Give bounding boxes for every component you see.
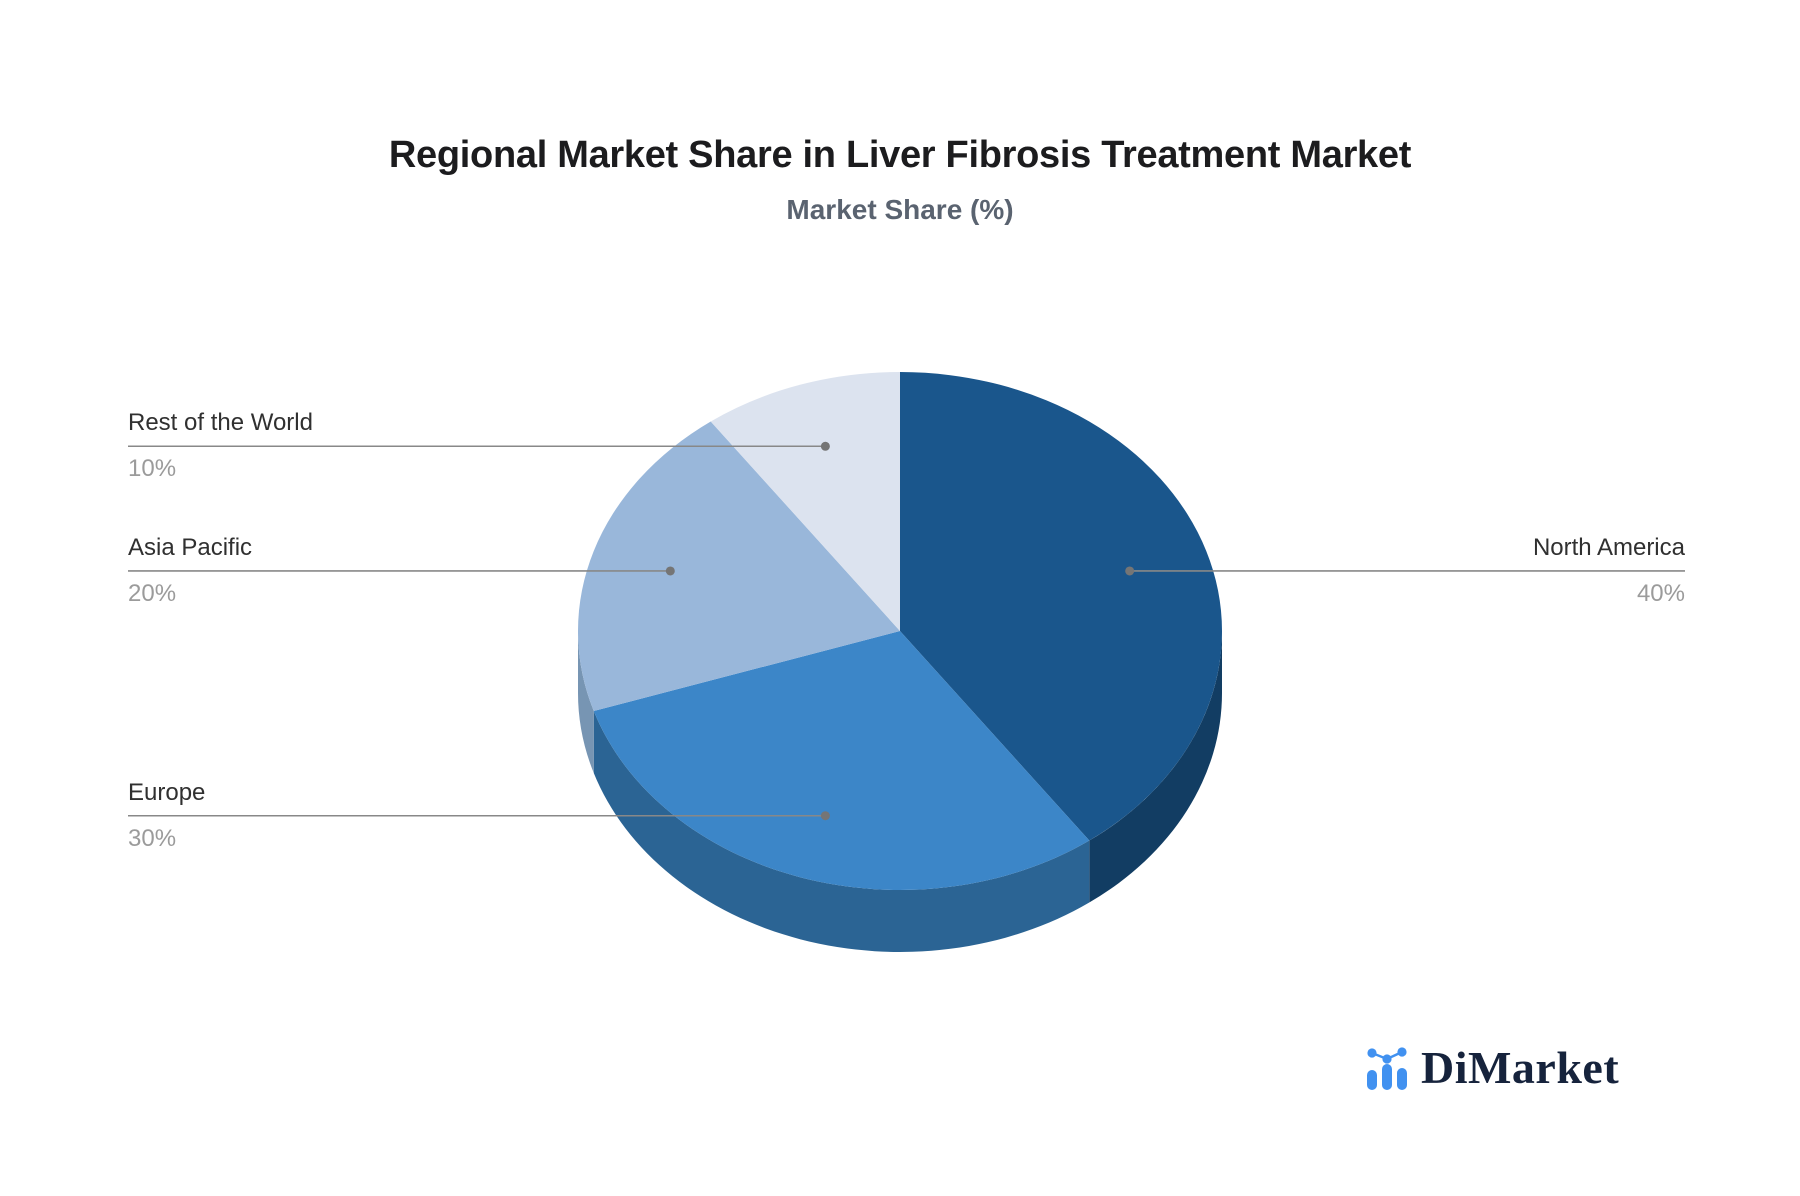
connector-dot — [820, 811, 830, 821]
pie-slice-side-north-america — [1089, 631, 1222, 903]
pie-slice-side-europe — [593, 711, 1090, 952]
slice-value-text: 10% — [128, 455, 177, 483]
connector-dot — [820, 441, 830, 451]
slice-label-text: Europe — [128, 778, 206, 806]
pie-slice-asia-pacific[interactable] — [578, 421, 900, 712]
pie-3d-walls — [578, 631, 1222, 952]
pie-connectors — [128, 441, 1685, 821]
slice-label-text: Asia Pacific — [128, 533, 253, 561]
logo-bar — [1367, 1070, 1377, 1090]
slice-value-text: 40% — [1636, 579, 1685, 607]
pie-slice-europe[interactable] — [593, 631, 1090, 890]
slice-value-text: 20% — [128, 579, 177, 607]
bar-chart-trend-icon — [1367, 1047, 1407, 1090]
slice-label-rest-of-the-world: Rest of the World 10% — [128, 408, 313, 484]
pie-slice-north-america[interactable] — [900, 372, 1222, 841]
connector-dot — [665, 566, 675, 576]
pie-slice-side-asia-pacific — [578, 631, 594, 774]
slice-label-europe: Europe 30% — [128, 778, 205, 854]
logo-trend-dot — [1382, 1054, 1392, 1064]
logo-trend-dot — [1367, 1048, 1377, 1058]
slice-label-asia-pacific: Asia Pacific 20% — [128, 533, 252, 609]
pie-slices — [578, 372, 1222, 890]
pie-slice-rest-of-the-world[interactable] — [710, 372, 900, 631]
brand-logo: DiMarket — [1366, 1042, 1619, 1094]
logo-bar — [1382, 1064, 1392, 1090]
chart-title: Regional Market Share in Liver Fibrosis … — [388, 134, 1412, 176]
logo-bar — [1397, 1068, 1407, 1090]
slice-label-north-america: North America 40% — [1533, 533, 1685, 609]
brand-logo-text: DiMarket — [1421, 1042, 1620, 1093]
slice-label-text: North America — [1532, 533, 1685, 561]
slice-value-text: 30% — [128, 824, 177, 852]
connector-dot — [1125, 566, 1135, 576]
logo-trend-dot — [1397, 1047, 1407, 1057]
slice-label-text: Rest of the World — [128, 409, 313, 437]
chart-subtitle: Market Share (%) — [786, 194, 1014, 225]
